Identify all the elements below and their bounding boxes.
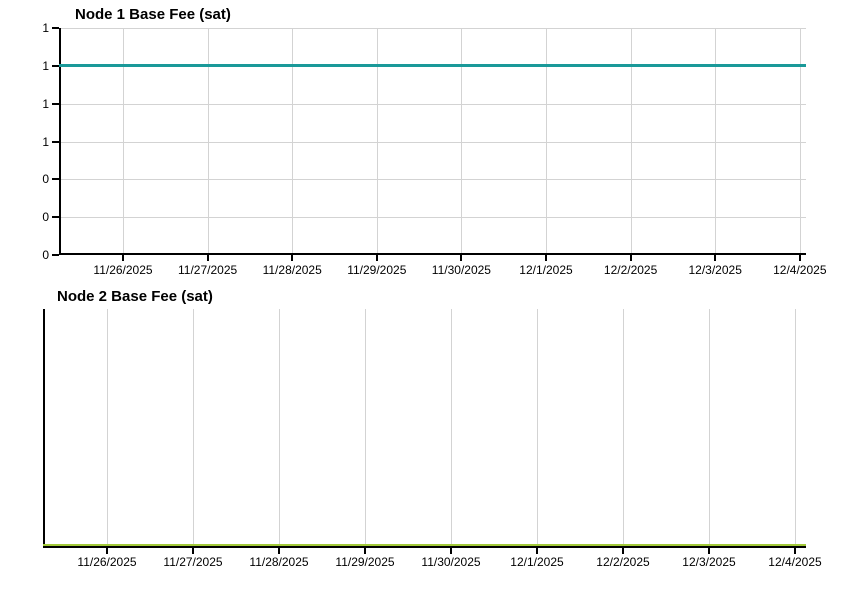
x-tick-label: 11/26/2025 — [77, 555, 137, 569]
x-tick-mark — [536, 548, 538, 554]
x-gridline — [292, 28, 294, 255]
y-axis-line — [59, 28, 61, 255]
x-axis-line — [59, 253, 806, 255]
x-tick-label: 11/28/2025 — [249, 555, 309, 569]
y-tick-mark — [52, 27, 59, 29]
x-tick-mark — [450, 548, 452, 554]
x-tick-label: 11/30/2025 — [421, 555, 481, 569]
y-tick-label: 1 — [42, 21, 49, 35]
y-gridline — [59, 217, 806, 219]
y-tick-mark — [52, 64, 59, 67]
x-tick-label: 12/2/2025 — [603, 263, 658, 277]
x-gridline — [207, 28, 209, 255]
y-tick-label: 0 — [42, 248, 49, 262]
node2-plot-area: 11/26/2025 11/27/2025 11/28/2025 11/29/2025… — [43, 309, 822, 569]
y-tick-mark — [52, 254, 59, 256]
x-gridline — [546, 28, 547, 255]
x-gridline — [193, 309, 194, 548]
x-tick-mark — [206, 255, 209, 261]
x-tick-mark — [794, 548, 796, 554]
node1-series-line — [59, 64, 806, 68]
x-tick-mark — [364, 548, 366, 554]
x-tick-mark — [122, 255, 124, 261]
y-tick-label: 1 — [42, 134, 49, 149]
y-tick-mark — [52, 102, 59, 105]
y-gridline — [59, 179, 806, 181]
x-tick-label: 12/2/2025 — [596, 555, 650, 569]
x-gridline — [107, 309, 108, 548]
x-tick-label: 12/3/2025 — [688, 263, 742, 277]
x-tick-mark — [798, 255, 801, 261]
x-tick-label: 12/3/2025 — [682, 555, 736, 569]
x-tick-label: 11/27/2025 — [178, 263, 238, 277]
x-gridline — [279, 309, 280, 548]
y-tick-label: 1 — [42, 96, 49, 111]
y-tick-mark — [52, 178, 59, 181]
x-tick-mark — [291, 255, 294, 261]
x-tick-label: 11/27/2025 — [163, 555, 223, 569]
y-axis-line — [43, 309, 45, 548]
y-tick-mark — [52, 140, 59, 143]
x-gridline — [795, 309, 796, 548]
x-tick-mark — [278, 548, 280, 554]
x-gridline — [537, 309, 538, 548]
node1-chart-title: Node 1 Base Fee (sat) — [75, 6, 231, 23]
x-gridline — [123, 28, 124, 255]
x-gridline — [715, 28, 717, 255]
x-tick-label: 11/26/2025 — [93, 263, 153, 277]
x-tick-mark — [460, 255, 463, 261]
x-tick-mark — [708, 548, 710, 554]
x-tick-mark — [192, 548, 194, 554]
y-gridline — [59, 103, 806, 105]
y-gridline — [59, 28, 806, 29]
y-tick-label: 0 — [42, 210, 49, 225]
x-tick-mark — [375, 255, 378, 261]
x-tick-label: 12/1/2025 — [519, 263, 573, 277]
x-gridline — [451, 309, 452, 548]
node2-series-line — [43, 544, 806, 546]
x-gridline — [630, 28, 632, 255]
x-gridline — [709, 309, 710, 548]
y-tick-mark — [52, 216, 59, 219]
y-tick-label: 1 — [42, 58, 49, 73]
x-tick-label: 11/30/2025 — [431, 263, 491, 277]
x-gridline — [376, 28, 378, 255]
x-tick-label: 12/4/2025 — [773, 263, 827, 277]
x-gridline — [799, 28, 801, 255]
x-tick-mark — [106, 548, 108, 554]
x-tick-mark — [714, 255, 717, 261]
x-gridline — [461, 28, 463, 255]
x-tick-label: 11/29/2025 — [335, 555, 395, 569]
y-tick-label: 0 — [42, 172, 49, 187]
x-tick-mark — [622, 548, 624, 554]
x-tick-label: 11/28/2025 — [262, 263, 322, 277]
x-tick-mark — [545, 255, 547, 261]
x-tick-label: 11/29/2025 — [347, 263, 407, 277]
node2-chart-title: Node 2 Base Fee (sat) — [57, 288, 213, 305]
node1-plot-area: 1 1 1 1 0 0 0 11/26/2025 11/27/2025 11/28/2025 11/… — [42, 21, 826, 277]
x-tick-label: 12/4/2025 — [768, 555, 822, 569]
x-gridline — [623, 309, 624, 548]
x-axis-line — [43, 546, 806, 548]
y-gridline — [59, 141, 806, 143]
x-tick-label: 12/1/2025 — [510, 555, 564, 569]
x-gridline — [365, 309, 366, 548]
x-tick-mark — [629, 255, 632, 261]
